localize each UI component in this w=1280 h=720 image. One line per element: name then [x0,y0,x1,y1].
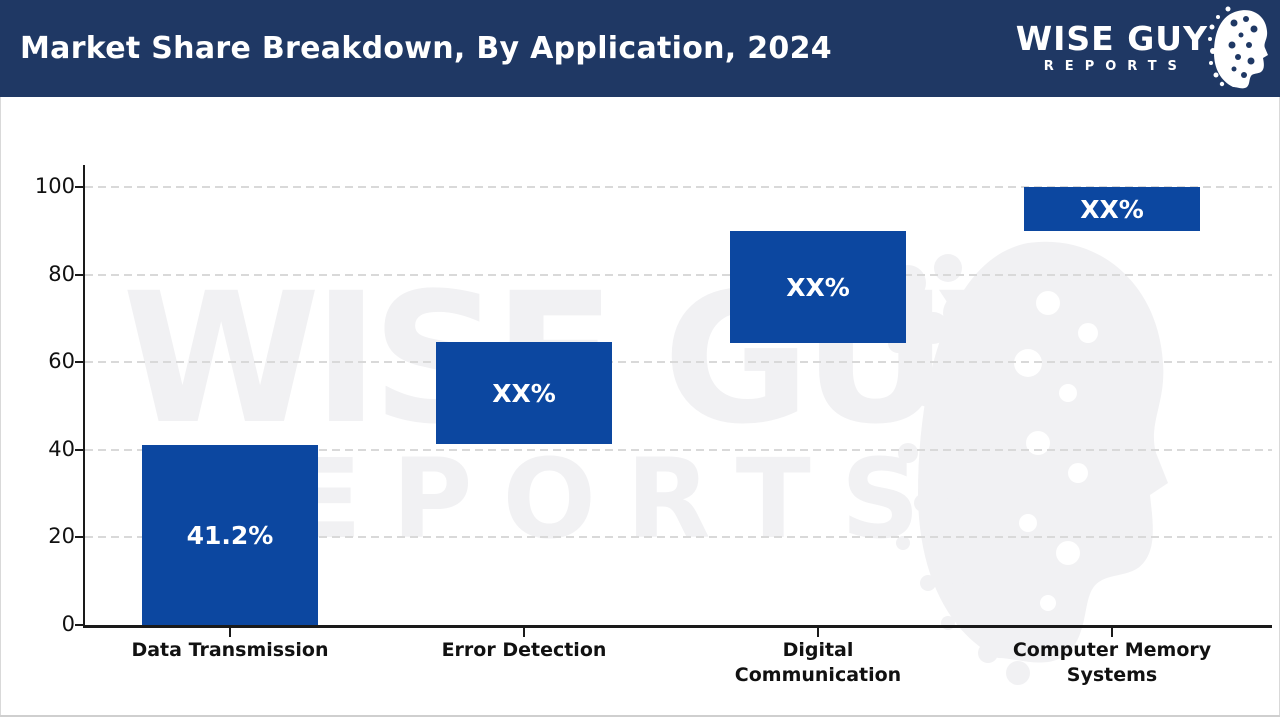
y-tick-label-100: 100 [34,174,75,198]
category-label-1: Data Transmission [131,639,329,661]
brand-text: WISE GUY REPORTS [1016,22,1208,74]
gridline-60 [85,361,1272,363]
bar-value-label: XX% [786,272,850,302]
watermark: WISE GUY REPORTS [0,97,1280,720]
brand-logo: WISE GUY REPORTS [1016,0,1274,97]
header-bar: Market Share Breakdown, By Application, … [0,0,1280,97]
y-tick-mark-60 [75,361,84,363]
x-tick-mark-1 [229,628,231,637]
x-tick-mark-4 [1111,628,1113,637]
category-label-4: Computer Memory Systems [1012,639,1212,686]
bar-value-label: 41.2% [186,520,274,550]
y-tick-mark-100 [75,186,84,188]
bar-4: XX% [1024,187,1200,231]
bar-2: XX% [436,342,612,444]
brand-subname: REPORTS [1043,59,1188,74]
page-title: Market Share Breakdown, By Application, … [20,31,832,66]
x-tick-mark-2 [523,628,525,637]
category-label-3: Digital Communication [734,639,902,686]
y-tick-mark-20 [75,536,84,538]
bar-value-label: XX% [492,378,556,408]
gridline-100 [85,186,1272,188]
x-axis-line [83,625,1272,628]
y-tick-label-40: 40 [48,437,75,461]
bar-1: 41.2% [142,445,318,625]
category-label-2: Error Detection [441,639,607,661]
gridline-80 [85,274,1272,276]
page-edge-bottom [0,715,1280,717]
y-axis-spine [83,165,85,628]
bar-value-label: XX% [1080,194,1144,224]
chart-area: 41.2% XX% XX% XX% 0 20 40 60 80 100 Data Transmiss… [0,97,1280,720]
y-tick-label-80: 80 [48,262,75,286]
gridline-20 [85,536,1272,538]
watermark-face-icon [885,241,1168,685]
bar-3: XX% [730,231,906,343]
y-tick-mark-40 [75,449,84,451]
y-tick-label-0: 0 [61,612,75,636]
x-tick-mark-3 [817,628,819,637]
brand-face-icon [1208,6,1268,89]
y-tick-mark-80 [75,274,84,276]
gridline-40 [85,449,1272,451]
y-tick-label-20: 20 [48,524,75,548]
brand-name: WISE GUY [1015,19,1208,58]
y-tick-label-60: 60 [48,349,75,373]
y-tick-mark-0 [75,624,84,626]
page-edge-left [0,97,1,717]
